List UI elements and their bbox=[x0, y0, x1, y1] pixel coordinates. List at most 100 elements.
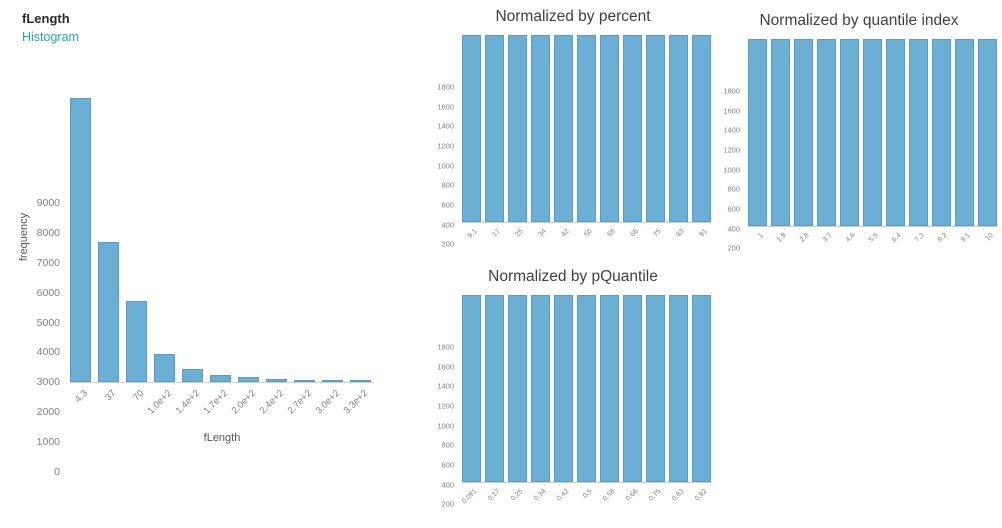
y-tick-label: 400 bbox=[441, 480, 454, 490]
chart-flength-histogram: frequency 0 1000 2000 3000 4000 5000 6000 7000 8… bbox=[18, 92, 402, 478]
histogram-bar[interactable] bbox=[508, 34, 527, 222]
y-tick-label: 5000 bbox=[36, 316, 60, 329]
histogram-bar[interactable] bbox=[238, 377, 259, 382]
y-tick-label: 600 bbox=[441, 200, 454, 210]
histogram-bar[interactable] bbox=[623, 294, 642, 482]
plot-area bbox=[462, 294, 712, 483]
y-tick-label: 1200 bbox=[437, 141, 454, 151]
histogram-bar[interactable] bbox=[508, 294, 527, 482]
histogram-bar[interactable] bbox=[210, 374, 231, 382]
histogram-bar[interactable] bbox=[771, 38, 790, 226]
histogram-bar[interactable] bbox=[794, 38, 813, 226]
histogram-bar[interactable] bbox=[932, 38, 951, 226]
x-tick-label: 0.34 bbox=[532, 488, 548, 503]
x-tick-label: 50 bbox=[582, 228, 594, 239]
plot-area bbox=[748, 38, 998, 227]
x-axis: 0.091 0.17 0.25 0.34 0.42 0.5 0.58 0.66 0.75 0.83… bbox=[461, 484, 711, 518]
histogram-bar[interactable] bbox=[182, 368, 203, 382]
y-tick-label: 1400 bbox=[723, 125, 740, 135]
x-axis: 9.1 17 25 34 42 50 58 66 75 83 91 bbox=[462, 224, 711, 258]
y-tick-label: 800 bbox=[441, 180, 454, 190]
x-tick-label: 2.8 bbox=[798, 232, 811, 244]
histogram-bar[interactable] bbox=[886, 38, 905, 226]
y-tick-label: 2000 bbox=[36, 406, 60, 419]
y-tick-label: 200 bbox=[441, 499, 454, 509]
y-tick-label: 1600 bbox=[437, 102, 454, 112]
x-tick-label: 10 bbox=[983, 232, 995, 243]
histogram-bar[interactable] bbox=[322, 380, 343, 382]
x-tick-label: 0.42 bbox=[555, 488, 571, 503]
histogram-bar[interactable] bbox=[294, 380, 315, 382]
histogram-bar[interactable] bbox=[531, 34, 550, 222]
x-tick-label: 0.091 bbox=[461, 488, 479, 506]
x-tick-label: 1.9 bbox=[775, 232, 788, 244]
y-tick-label: 600 bbox=[441, 460, 454, 470]
y-tick-label: 3000 bbox=[36, 376, 60, 389]
y-tick-label: 1600 bbox=[437, 362, 454, 372]
histogram-bar[interactable] bbox=[600, 294, 619, 482]
x-tick-label: 0.75 bbox=[647, 488, 663, 503]
y-axis: 200 400 600 800 1000 1200 1400 1600 1800 bbox=[428, 34, 460, 264]
histogram-bar[interactable] bbox=[98, 241, 119, 382]
y-tick-label: 1800 bbox=[723, 86, 740, 96]
histogram-bar[interactable] bbox=[863, 38, 882, 226]
histogram-bar[interactable] bbox=[909, 38, 928, 226]
histogram-bar[interactable] bbox=[485, 294, 504, 482]
histogram-bar[interactable] bbox=[70, 97, 91, 382]
x-tick-label: 1.4e+2 bbox=[173, 388, 203, 417]
histogram-bar[interactable] bbox=[817, 38, 836, 226]
histogram-bar[interactable] bbox=[126, 301, 147, 382]
histogram-bar[interactable] bbox=[266, 379, 287, 382]
chart-normalized-by-percent: Normalized by percent 200 400 600 800 1000 12… bbox=[428, 8, 718, 264]
x-tick-label: 5.5 bbox=[867, 232, 880, 244]
x-tick-label: 17 bbox=[490, 228, 502, 239]
histogram-bar[interactable] bbox=[554, 34, 573, 222]
x-tick-label: 0.25 bbox=[509, 488, 525, 503]
y-tick-label: 1800 bbox=[437, 342, 454, 352]
y-tick-label: 1800 bbox=[437, 82, 454, 92]
histogram-bar[interactable] bbox=[646, 294, 665, 482]
histogram-bar[interactable] bbox=[577, 294, 596, 482]
histogram-bar[interactable] bbox=[978, 38, 997, 226]
x-tick-label: 3.0e+2 bbox=[313, 388, 343, 417]
histogram-bar[interactable] bbox=[462, 294, 481, 482]
histogram-bar[interactable] bbox=[669, 34, 688, 222]
x-tick-label: 0.5 bbox=[581, 488, 594, 500]
x-tick-label: 8.2 bbox=[936, 232, 949, 244]
histogram-bar[interactable] bbox=[646, 34, 665, 222]
histogram-bar[interactable] bbox=[577, 34, 596, 222]
histogram-bar[interactable] bbox=[600, 34, 619, 222]
histogram-bar[interactable] bbox=[554, 294, 573, 482]
x-tick-label: 3.7 bbox=[821, 232, 834, 244]
y-tick-label: 1400 bbox=[437, 381, 454, 391]
y-tick-label: 800 bbox=[441, 440, 454, 450]
y-tick-label: 400 bbox=[441, 220, 454, 230]
x-tick-label: 4.6 bbox=[844, 232, 857, 244]
histogram-bar[interactable] bbox=[531, 294, 550, 482]
x-tick-label: 83 bbox=[674, 228, 686, 239]
histogram-bar[interactable] bbox=[485, 34, 504, 222]
chart-normalized-by-quantile-index: Normalized by quantile index 200 400 600 80… bbox=[714, 12, 1002, 268]
histogram-bar[interactable] bbox=[692, 294, 711, 482]
histogram-bar[interactable] bbox=[350, 380, 371, 382]
x-tick-label: 9.1 bbox=[959, 232, 972, 244]
x-tick-label: 3.3e+2 bbox=[341, 388, 371, 417]
x-axis-label: fLength bbox=[203, 432, 241, 444]
x-tick-label: 0.66 bbox=[624, 488, 640, 503]
histogram-bar[interactable] bbox=[623, 34, 642, 222]
histogram-bar[interactable] bbox=[955, 38, 974, 226]
visual-title: fLength bbox=[22, 11, 70, 26]
visual-subtitle: Histogram bbox=[22, 30, 79, 44]
x-tick-label: 75 bbox=[651, 228, 663, 239]
y-tick-label: 800 bbox=[727, 184, 740, 194]
histogram-bar[interactable] bbox=[692, 34, 711, 222]
y-tick-label: 400 bbox=[727, 224, 740, 234]
histogram-bar[interactable] bbox=[462, 34, 481, 222]
histogram-bar[interactable] bbox=[840, 38, 859, 226]
histogram-bar[interactable] bbox=[748, 38, 767, 226]
x-tick-label: 4.3 bbox=[73, 388, 91, 406]
histogram-bar[interactable] bbox=[154, 353, 175, 382]
visual-header: fLength Histogram bbox=[22, 10, 79, 46]
histogram-bar[interactable] bbox=[669, 294, 688, 482]
y-axis: 0 1000 2000 3000 4000 5000 6000 7000 8000 9000 bbox=[22, 92, 66, 478]
